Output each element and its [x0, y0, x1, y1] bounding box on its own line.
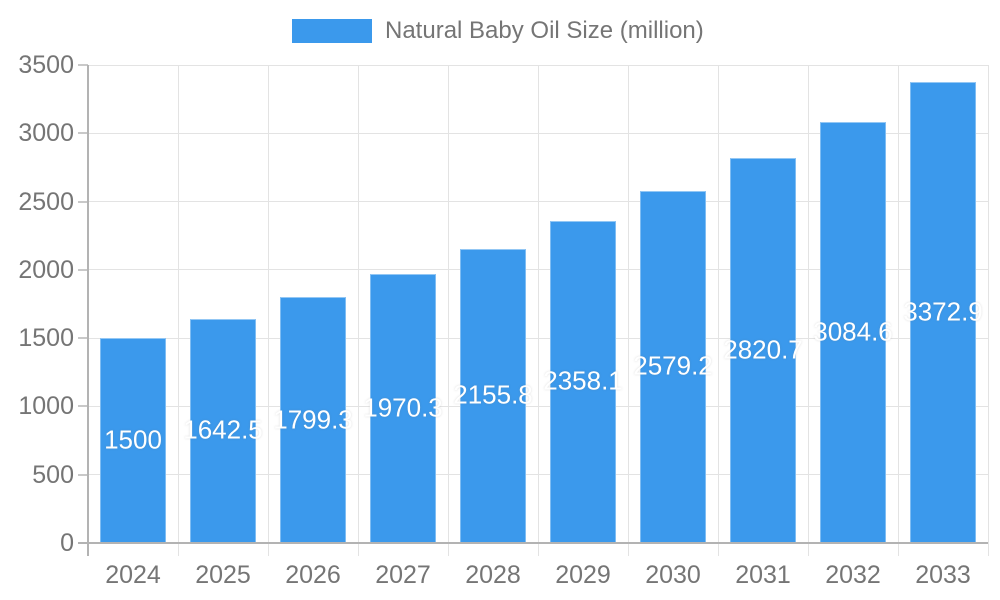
gridline-vertical — [897, 65, 899, 556]
x-tick-label: 2030 — [645, 561, 701, 589]
bar-highlight-edge — [910, 82, 976, 542]
bar-value-label: 2358.1 — [543, 365, 623, 396]
x-tick-label: 2033 — [915, 561, 971, 589]
x-tick-label: 2029 — [555, 561, 611, 589]
bar-value-label: 1500 — [104, 424, 162, 455]
y-axis-tick — [78, 268, 88, 271]
bar-highlight-edge — [820, 121, 886, 542]
gridline-vertical — [267, 65, 269, 556]
y-tick-label: 2000 — [18, 255, 74, 284]
y-tick-label: 1500 — [18, 324, 74, 353]
bar-highlight-edge — [100, 338, 166, 542]
x-axis-line — [78, 542, 988, 544]
bar-value-label: 2820.7 — [723, 334, 803, 365]
bar-value-label: 1970.3 — [363, 392, 443, 423]
y-tick-label: 1000 — [18, 392, 74, 421]
y-tick-label: 2500 — [18, 187, 74, 216]
x-tick-label: 2024 — [105, 561, 161, 589]
gridline-vertical — [717, 65, 719, 556]
bar-highlight-edge — [460, 248, 526, 542]
y-axis-tick — [78, 132, 88, 135]
bar-highlight-edge — [550, 220, 616, 542]
bar-highlight-edge — [640, 190, 706, 542]
y-tick-label: 3000 — [18, 119, 74, 148]
bar[interactable]: 1500 — [100, 338, 166, 542]
bar[interactable]: 1970.3 — [363, 273, 443, 542]
bar[interactable]: 2155.8 — [453, 248, 533, 542]
gridline-vertical — [447, 65, 449, 556]
x-tick-label: 2025 — [195, 561, 251, 589]
legend-swatch — [292, 19, 372, 43]
y-axis-line — [87, 65, 89, 556]
bar[interactable]: 2579.2 — [633, 190, 713, 542]
gridline-vertical — [537, 65, 539, 556]
y-axis-tick — [78, 64, 88, 66]
x-tick-label: 2027 — [375, 561, 431, 589]
gridline-vertical — [177, 65, 179, 556]
y-tick-label: 3500 — [18, 51, 74, 79]
bar-value-label: 3084.6 — [813, 316, 893, 347]
bar-highlight-edge — [730, 157, 796, 542]
bar[interactable]: 1799.3 — [273, 297, 353, 542]
y-axis-tick — [78, 473, 88, 476]
bar-value-label: 3372.9 — [903, 296, 983, 327]
x-tick-label: 2031 — [735, 561, 791, 589]
bar-highlight-edge — [280, 297, 346, 542]
y-tick-label: 500 — [32, 460, 74, 489]
gridline-vertical — [357, 65, 359, 556]
legend-item[interactable]: Natural Baby Oil Size (million) — [292, 17, 704, 45]
bar[interactable]: 3372.9 — [903, 82, 983, 542]
bar[interactable]: 2820.7 — [723, 157, 803, 542]
gridline-vertical — [807, 65, 809, 556]
bar-value-label: 2579.2 — [633, 350, 713, 381]
gridline-vertical — [627, 65, 629, 556]
bar[interactable]: 3084.6 — [813, 121, 893, 542]
bar-highlight-edge — [370, 273, 436, 542]
bar-value-label: 1799.3 — [273, 404, 353, 435]
bar-highlight-edge — [190, 318, 256, 542]
x-tick-label: 2026 — [285, 561, 341, 589]
y-axis-tick — [78, 337, 88, 340]
x-tick-label: 2032 — [825, 561, 881, 589]
bar-value-label: 1642.5 — [183, 414, 263, 445]
gridline-vertical — [987, 65, 989, 556]
legend-label: Natural Baby Oil Size (million) — [385, 17, 704, 44]
y-axis-tick — [78, 200, 88, 203]
x-tick-label: 2028 — [465, 561, 521, 589]
bar-value-label: 2155.8 — [453, 379, 533, 410]
bar[interactable]: 2358.1 — [543, 220, 623, 542]
bar[interactable]: 1642.5 — [183, 318, 263, 542]
y-tick-label: 0 — [60, 529, 74, 557]
y-axis-tick — [78, 405, 88, 408]
